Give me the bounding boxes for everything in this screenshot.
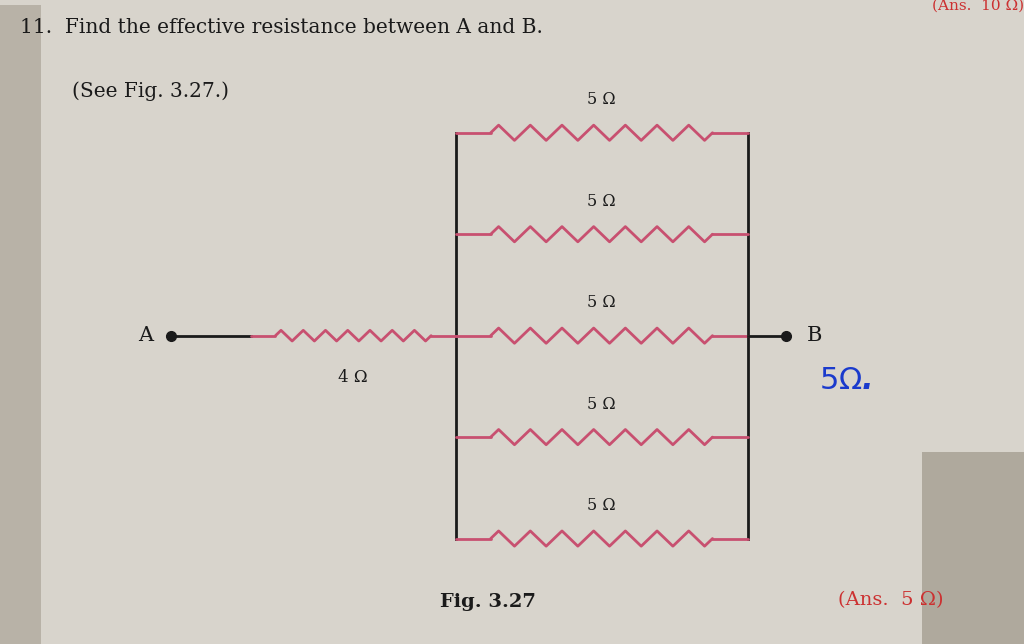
Text: 5 Ω: 5 Ω bbox=[588, 91, 615, 108]
Text: 5 Ω: 5 Ω bbox=[588, 497, 615, 515]
Text: (See Fig. 3.27.): (See Fig. 3.27.) bbox=[72, 82, 228, 101]
Text: $5\Omega$.: $5\Omega$. bbox=[819, 366, 871, 395]
Text: B: B bbox=[807, 326, 822, 345]
Text: 5 Ω: 5 Ω bbox=[588, 294, 615, 312]
Polygon shape bbox=[0, 5, 41, 644]
Text: Fig. 3.27: Fig. 3.27 bbox=[440, 593, 537, 611]
Text: A: A bbox=[138, 326, 154, 345]
Text: 11.  Find the effective resistance between A and B.: 11. Find the effective resistance betwee… bbox=[20, 18, 544, 37]
Text: 5 Ω: 5 Ω bbox=[588, 396, 615, 413]
Polygon shape bbox=[922, 452, 1024, 644]
Text: 5 Ω: 5 Ω bbox=[588, 193, 615, 210]
Text: 4 Ω: 4 Ω bbox=[339, 369, 368, 386]
Text: (Ans.  5 Ω): (Ans. 5 Ω) bbox=[838, 591, 944, 609]
Text: (Ans.  10 Ω): (Ans. 10 Ω) bbox=[932, 0, 1024, 13]
